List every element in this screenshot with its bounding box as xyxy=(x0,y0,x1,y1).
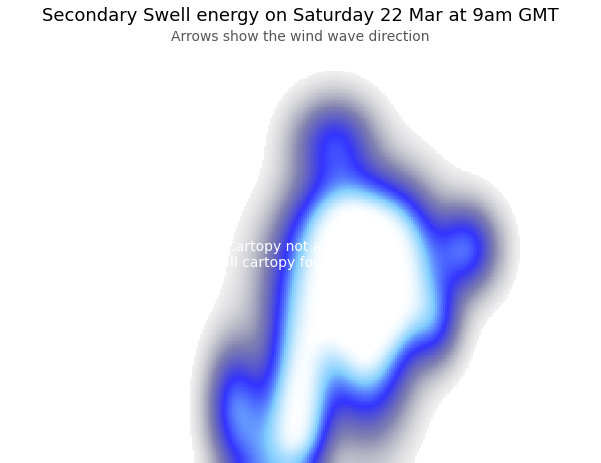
Text: Secondary Swell energy on Saturday 22 Mar at 9am GMT: Secondary Swell energy on Saturday 22 Ma… xyxy=(42,7,559,25)
Text: Cartopy not available
Install cartopy for proper map: Cartopy not available Install cartopy fo… xyxy=(196,239,405,270)
Text: Arrows show the wind wave direction: Arrows show the wind wave direction xyxy=(171,30,430,44)
